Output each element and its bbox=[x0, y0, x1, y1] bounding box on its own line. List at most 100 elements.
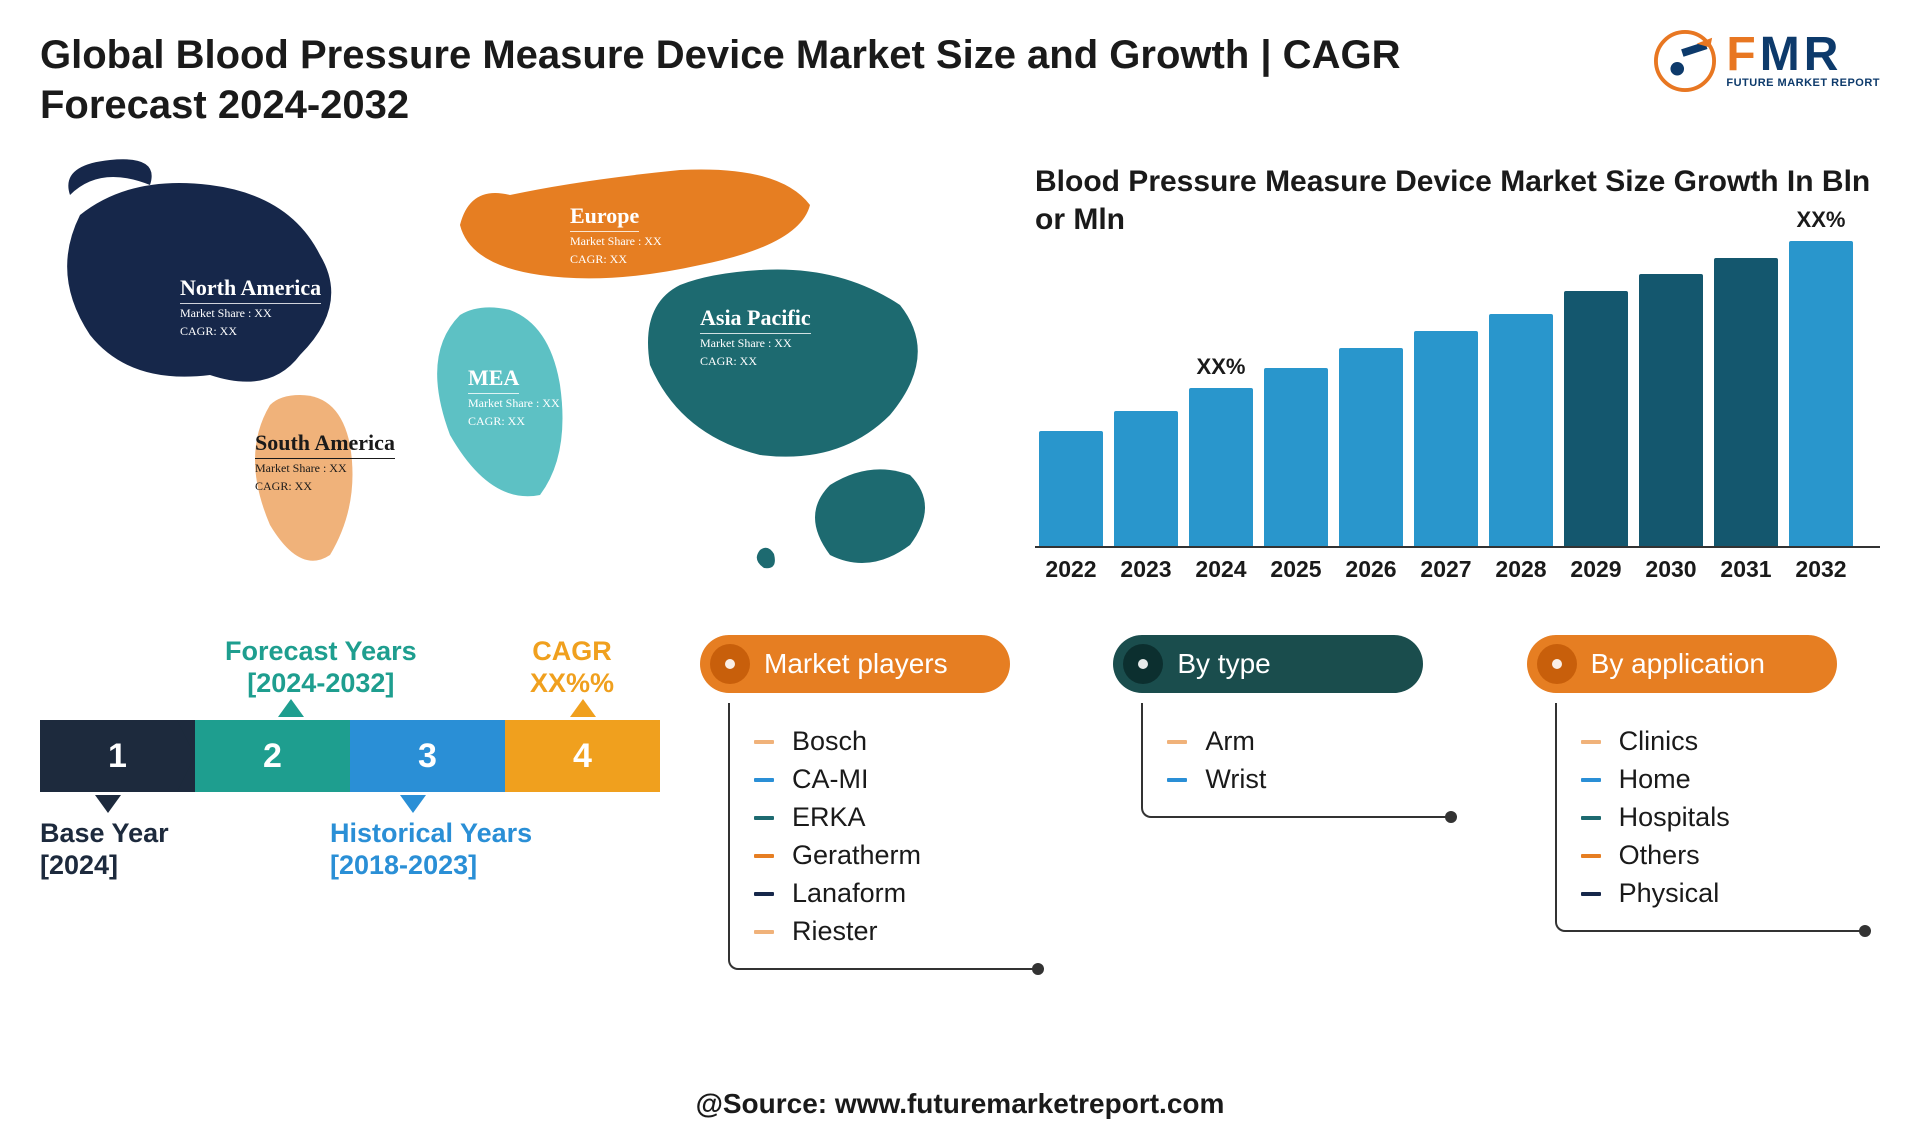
x-label: 2024 bbox=[1189, 556, 1253, 583]
list-item-text: Physical bbox=[1619, 878, 1720, 909]
header: Global Blood Pressure Measure Device Mar… bbox=[40, 30, 1880, 130]
bullet-icon bbox=[754, 930, 774, 934]
forecast-label: Forecast Years [2024-2032] bbox=[225, 635, 417, 700]
page-title: Global Blood Pressure Measure Device Mar… bbox=[40, 30, 1560, 130]
list-item: Riester bbox=[754, 916, 1038, 947]
bar bbox=[1114, 411, 1178, 546]
triangle-icon bbox=[570, 699, 596, 717]
timeline-segment: 4 bbox=[505, 720, 660, 792]
category-header: Market players bbox=[700, 635, 1010, 693]
list-item-text: Lanaform bbox=[792, 878, 906, 909]
list-item-text: Others bbox=[1619, 840, 1700, 871]
bar-rect bbox=[1714, 258, 1778, 546]
region-eu: Europe Market Share : XX CAGR: XX bbox=[570, 203, 662, 267]
bar-rect bbox=[1189, 388, 1253, 546]
list-item-text: Bosch bbox=[792, 726, 867, 757]
bar-rect bbox=[1339, 348, 1403, 546]
dot-icon bbox=[1123, 644, 1163, 684]
category-column: Market players Bosch CA-MI ERKA Geratherm Lan… bbox=[700, 635, 1053, 970]
category-column: By type Arm Wrist bbox=[1113, 635, 1466, 970]
bullet-icon bbox=[1167, 778, 1187, 782]
category-column: By application Clinics Home Hospitals Others… bbox=[1527, 635, 1880, 970]
bar bbox=[1264, 368, 1328, 546]
bullet-icon bbox=[1581, 778, 1601, 782]
list-box: Arm Wrist bbox=[1141, 703, 1451, 818]
list-box: Clinics Home Hospitals Others Physical bbox=[1555, 703, 1865, 932]
bullet-icon bbox=[754, 778, 774, 782]
bar-rect bbox=[1489, 314, 1553, 546]
triangle-icon bbox=[278, 699, 304, 717]
list-item: Wrist bbox=[1167, 764, 1451, 795]
category-header: By application bbox=[1527, 635, 1837, 693]
bullet-icon bbox=[1167, 740, 1187, 744]
bar-rect bbox=[1039, 431, 1103, 546]
category-header-text: By application bbox=[1591, 648, 1765, 680]
region-sa: South America Market Share : XX CAGR: XX bbox=[255, 430, 395, 494]
list-item-text: Geratherm bbox=[792, 840, 921, 871]
x-label: 2022 bbox=[1039, 556, 1103, 583]
bar: XX% bbox=[1189, 388, 1253, 546]
list-item-text: Home bbox=[1619, 764, 1691, 795]
list-item-text: Wrist bbox=[1205, 764, 1266, 795]
bullet-icon bbox=[1581, 740, 1601, 744]
lower-section: Forecast Years [2024-2032] CAGR XX%% 123… bbox=[40, 635, 1880, 970]
x-label: 2027 bbox=[1414, 556, 1478, 583]
category-header-text: Market players bbox=[764, 648, 948, 680]
x-label: 2026 bbox=[1339, 556, 1403, 583]
logo: FMR FUTURE MARKET REPORT bbox=[1654, 30, 1880, 92]
list-item: Physical bbox=[1581, 878, 1865, 909]
list-box: Bosch CA-MI ERKA Geratherm Lanaform Riester bbox=[728, 703, 1038, 970]
dot-icon bbox=[1537, 644, 1577, 684]
bar bbox=[1039, 431, 1103, 546]
bar: XX% bbox=[1789, 241, 1853, 546]
x-label: 2028 bbox=[1489, 556, 1553, 583]
bar bbox=[1714, 258, 1778, 546]
list-item-text: Arm bbox=[1205, 726, 1255, 757]
dot-icon bbox=[710, 644, 750, 684]
bar-rect bbox=[1264, 368, 1328, 546]
chart-title: Blood Pressure Measure Device Market Siz… bbox=[1035, 163, 1880, 238]
logo-mr: MR bbox=[1760, 28, 1843, 81]
list-item-text: Hospitals bbox=[1619, 802, 1730, 833]
timeline: Forecast Years [2024-2032] CAGR XX%% 123… bbox=[40, 635, 660, 792]
world-map: North America Market Share : XX CAGR: XX… bbox=[40, 155, 995, 585]
bar-annotation: XX% bbox=[1797, 207, 1846, 233]
bar-annotation: XX% bbox=[1197, 354, 1246, 380]
triangle-icon bbox=[400, 795, 426, 813]
bullet-icon bbox=[754, 892, 774, 896]
list-item-text: CA-MI bbox=[792, 764, 869, 795]
bullet-icon bbox=[1581, 816, 1601, 820]
timeline-segment: 3 bbox=[350, 720, 505, 792]
bullet-icon bbox=[754, 816, 774, 820]
timeline-segment: 2 bbox=[195, 720, 350, 792]
bullet-icon bbox=[754, 854, 774, 858]
bullet-icon bbox=[754, 740, 774, 744]
bar-rect bbox=[1414, 331, 1478, 546]
base-year-label: Base Year [2024] bbox=[40, 817, 169, 882]
bullet-icon bbox=[1581, 854, 1601, 858]
bar-rect bbox=[1639, 274, 1703, 546]
category-columns: Market players Bosch CA-MI ERKA Geratherm Lan… bbox=[700, 635, 1880, 970]
bars-container: XX% XX% bbox=[1035, 248, 1880, 548]
list-item: Home bbox=[1581, 764, 1865, 795]
region-mea: MEA Market Share : XX CAGR: XX bbox=[468, 365, 560, 429]
bar-rect bbox=[1564, 291, 1628, 546]
region-ap: Asia Pacific Market Share : XX CAGR: XX bbox=[700, 305, 811, 369]
bar-rect bbox=[1114, 411, 1178, 546]
bar bbox=[1564, 291, 1628, 546]
list-item-text: ERKA bbox=[792, 802, 866, 833]
bar bbox=[1489, 314, 1553, 546]
x-label: 2030 bbox=[1639, 556, 1703, 583]
x-label: 2025 bbox=[1264, 556, 1328, 583]
list-item: Arm bbox=[1167, 726, 1451, 757]
x-label: 2032 bbox=[1789, 556, 1853, 583]
bar bbox=[1414, 331, 1478, 546]
bar-rect bbox=[1789, 241, 1853, 546]
x-axis-labels: 2022202320242025202620272028202920302031… bbox=[1035, 556, 1880, 583]
timeline-row: 1234 bbox=[40, 720, 660, 792]
bar bbox=[1639, 274, 1703, 546]
list-item: Clinics bbox=[1581, 726, 1865, 757]
list-item-text: Clinics bbox=[1619, 726, 1699, 757]
list-item: ERKA bbox=[754, 802, 1038, 833]
category-header: By type bbox=[1113, 635, 1423, 693]
